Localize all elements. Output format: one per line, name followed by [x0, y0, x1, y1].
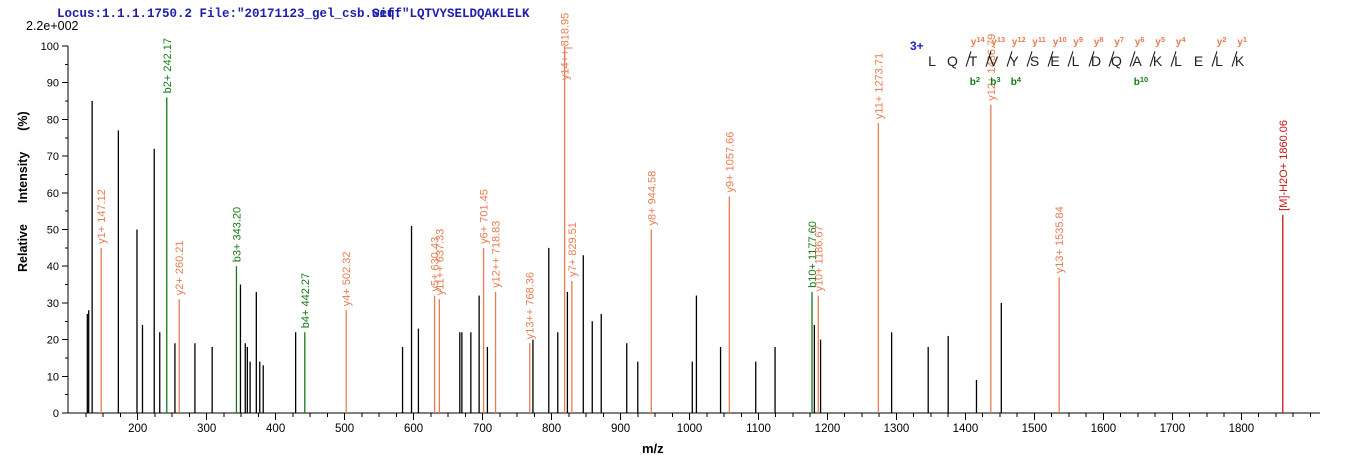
x-axis-title: m/z: [642, 441, 664, 456]
y-ion-marker: y4: [1175, 35, 1186, 48]
y-ion-marker: y7: [1114, 35, 1124, 48]
y-tick-label: 0: [53, 408, 59, 420]
b-ion-marker: b10: [1133, 75, 1149, 88]
y-ion-marker: y13: [991, 35, 1006, 48]
x-tick-label: 1200: [815, 423, 841, 435]
residue-letter: Q: [947, 53, 958, 69]
peak-label: y10+ 1186.67: [813, 225, 825, 291]
y-ion-marker: y10: [1052, 35, 1067, 48]
peak-label: y8+ 944.58: [646, 171, 658, 226]
peak-label: y9+ 1057.66: [724, 132, 736, 193]
y-tick-label: 60: [47, 188, 59, 200]
x-tick-label: 800: [542, 423, 561, 435]
residue-letter: V: [988, 53, 999, 69]
y-ion-marker: y8: [1093, 35, 1104, 48]
residue-letter: L: [1215, 53, 1223, 69]
peak-label: [M]-H2O+ 1860.06: [1278, 120, 1290, 211]
peak-label: y6+ 701.45: [479, 189, 491, 244]
x-tick-label: 700: [473, 423, 492, 435]
residue-letter: D: [1090, 53, 1102, 69]
peak-label: y11+ 1273.71: [873, 53, 885, 119]
peak-label: b10+ 1177.60: [807, 221, 819, 288]
base-peak-intensity-label: 2.2e+002: [26, 19, 79, 33]
peak-label: b3+ 343.20: [231, 207, 243, 262]
x-tick-label: 1000: [677, 423, 703, 435]
residue-letter: L: [928, 53, 936, 69]
x-tick-label: 900: [611, 423, 630, 435]
peak-label: y2+ 260.21: [174, 240, 186, 295]
y-ion-marker: y6: [1134, 35, 1145, 48]
residue-letter: K: [1234, 53, 1245, 69]
b-ion-marker: b4: [1010, 75, 1022, 88]
peak-label: y1+ 147.12: [96, 189, 108, 244]
residue-letter: A: [1132, 53, 1142, 69]
x-tick-label: 600: [404, 423, 423, 435]
peak-label: y13+ 1535.84: [1054, 206, 1066, 273]
peak-label: b4+ 442.27: [300, 273, 312, 328]
b-ion-marker: b2: [969, 75, 981, 88]
x-tick-label: 1700: [1160, 423, 1186, 435]
peak-label: b2+ 242.17: [162, 38, 174, 93]
header-sequence: Seq: LQTVYSELDQAKLELK: [372, 7, 530, 21]
y-ion-marker: y1: [1237, 35, 1247, 48]
peak-label: y5+ 630.43: [430, 237, 442, 292]
y-tick-label: 70: [47, 151, 59, 163]
y-ion-marker: y5: [1155, 35, 1165, 48]
y-tick-label: 50: [47, 225, 59, 237]
x-tick-label: 1600: [1091, 423, 1117, 435]
x-tick-label: 1500: [1022, 423, 1048, 435]
residue-letter: Q: [1111, 53, 1122, 69]
x-tick-label: 500: [335, 423, 354, 435]
residue-letter: S: [1029, 53, 1040, 69]
y-tick-label: 30: [47, 298, 59, 310]
precursor-charge-label: 3+: [910, 39, 924, 53]
residue-letter: K: [1152, 53, 1163, 69]
y-tick-label: 100: [41, 41, 59, 53]
y-tick-label: 90: [47, 78, 59, 90]
peak-label: y12++ 718.83: [491, 221, 503, 288]
residue-letter: T: [968, 53, 978, 69]
peak-label: y13++ 768.36: [525, 272, 537, 339]
peak-label: y4+ 502.32: [341, 251, 353, 306]
y-ion-marker: y14: [970, 35, 985, 48]
header-locus-file: Locus:1.1.1.1750.2 File:"20171123_gel_cs…: [57, 7, 410, 21]
x-tick-label: 1100: [746, 423, 771, 435]
y-ion-marker: y9: [1073, 35, 1083, 48]
residue-letter: E: [1193, 53, 1204, 69]
peak-label: y7+ 829.51: [567, 222, 579, 277]
residue-letter: L: [1174, 53, 1182, 69]
y-tick-label: 20: [47, 335, 59, 347]
x-tick-label: 400: [266, 423, 285, 435]
header-line: Locus:1.1.1.1750.2 File:"20171123_gel_cs…: [0, 7, 1362, 23]
peak-label: y12+ 1436.79: [986, 34, 998, 101]
x-tick-label: 1400: [953, 423, 979, 435]
x-tick-label: 1800: [1229, 423, 1255, 435]
y-tick-label: 80: [47, 114, 59, 126]
y-tick-label: 40: [47, 261, 59, 273]
residue-letter: Y: [1009, 53, 1019, 69]
residue-letter: L: [1071, 53, 1080, 69]
residue-letter: E: [1050, 53, 1060, 69]
x-tick-label: 200: [128, 423, 147, 435]
y-ion-marker: y11: [1032, 35, 1046, 48]
y-tick-label: 10: [47, 371, 59, 383]
peak-label: y14++ 818.95: [560, 13, 572, 80]
peak-label: y11++ 637.33: [434, 229, 446, 295]
x-tick-label: 300: [197, 423, 216, 435]
b-ion-marker: b3: [990, 75, 1001, 88]
y-ion-marker: y12: [1011, 35, 1026, 48]
x-tick-label: 1300: [884, 423, 910, 435]
y-ion-marker: y2: [1216, 35, 1227, 48]
